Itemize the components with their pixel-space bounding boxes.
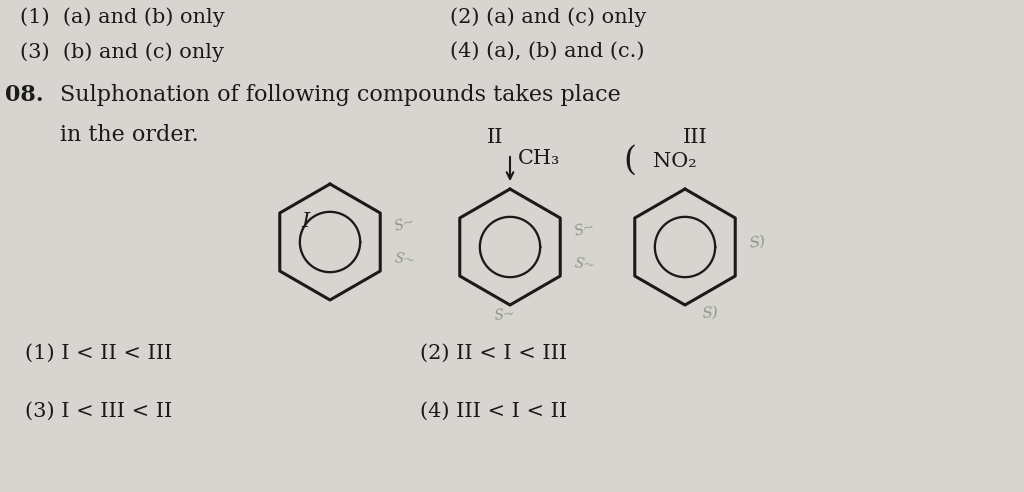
Text: (2) II < I < III: (2) II < I < III [420, 344, 567, 363]
Text: Sulphonation of following compounds takes place: Sulphonation of following compounds take… [60, 84, 621, 106]
Text: (1) I < II < III: (1) I < II < III [25, 344, 172, 363]
Text: S~: S~ [494, 307, 516, 323]
Text: S~: S~ [573, 219, 597, 239]
Text: (1)  (a) and (b) only: (1) (a) and (b) only [20, 7, 224, 27]
Text: S~: S~ [573, 256, 596, 274]
Text: 08.: 08. [5, 84, 43, 106]
Text: (4) III < I < II: (4) III < I < II [420, 402, 567, 421]
Text: (2) (a) and (c) only: (2) (a) and (c) only [450, 7, 646, 27]
Text: NO₂: NO₂ [653, 152, 696, 171]
Text: (4) (a), (b) and (c.): (4) (a), (b) and (c.) [450, 42, 644, 61]
Text: in the order.: in the order. [60, 124, 199, 146]
Text: S~: S~ [393, 215, 417, 234]
Text: S): S) [748, 234, 767, 250]
Text: I: I [301, 212, 309, 231]
Text: III: III [683, 128, 708, 147]
Text: S~: S~ [393, 251, 416, 269]
Text: CH₃: CH₃ [518, 150, 560, 168]
Text: S): S) [701, 306, 719, 321]
Text: (: ( [624, 145, 637, 177]
Text: (3) I < III < II: (3) I < III < II [25, 402, 172, 421]
Text: (3)  (b) and (c) only: (3) (b) and (c) only [20, 42, 224, 62]
Text: II: II [486, 128, 503, 147]
